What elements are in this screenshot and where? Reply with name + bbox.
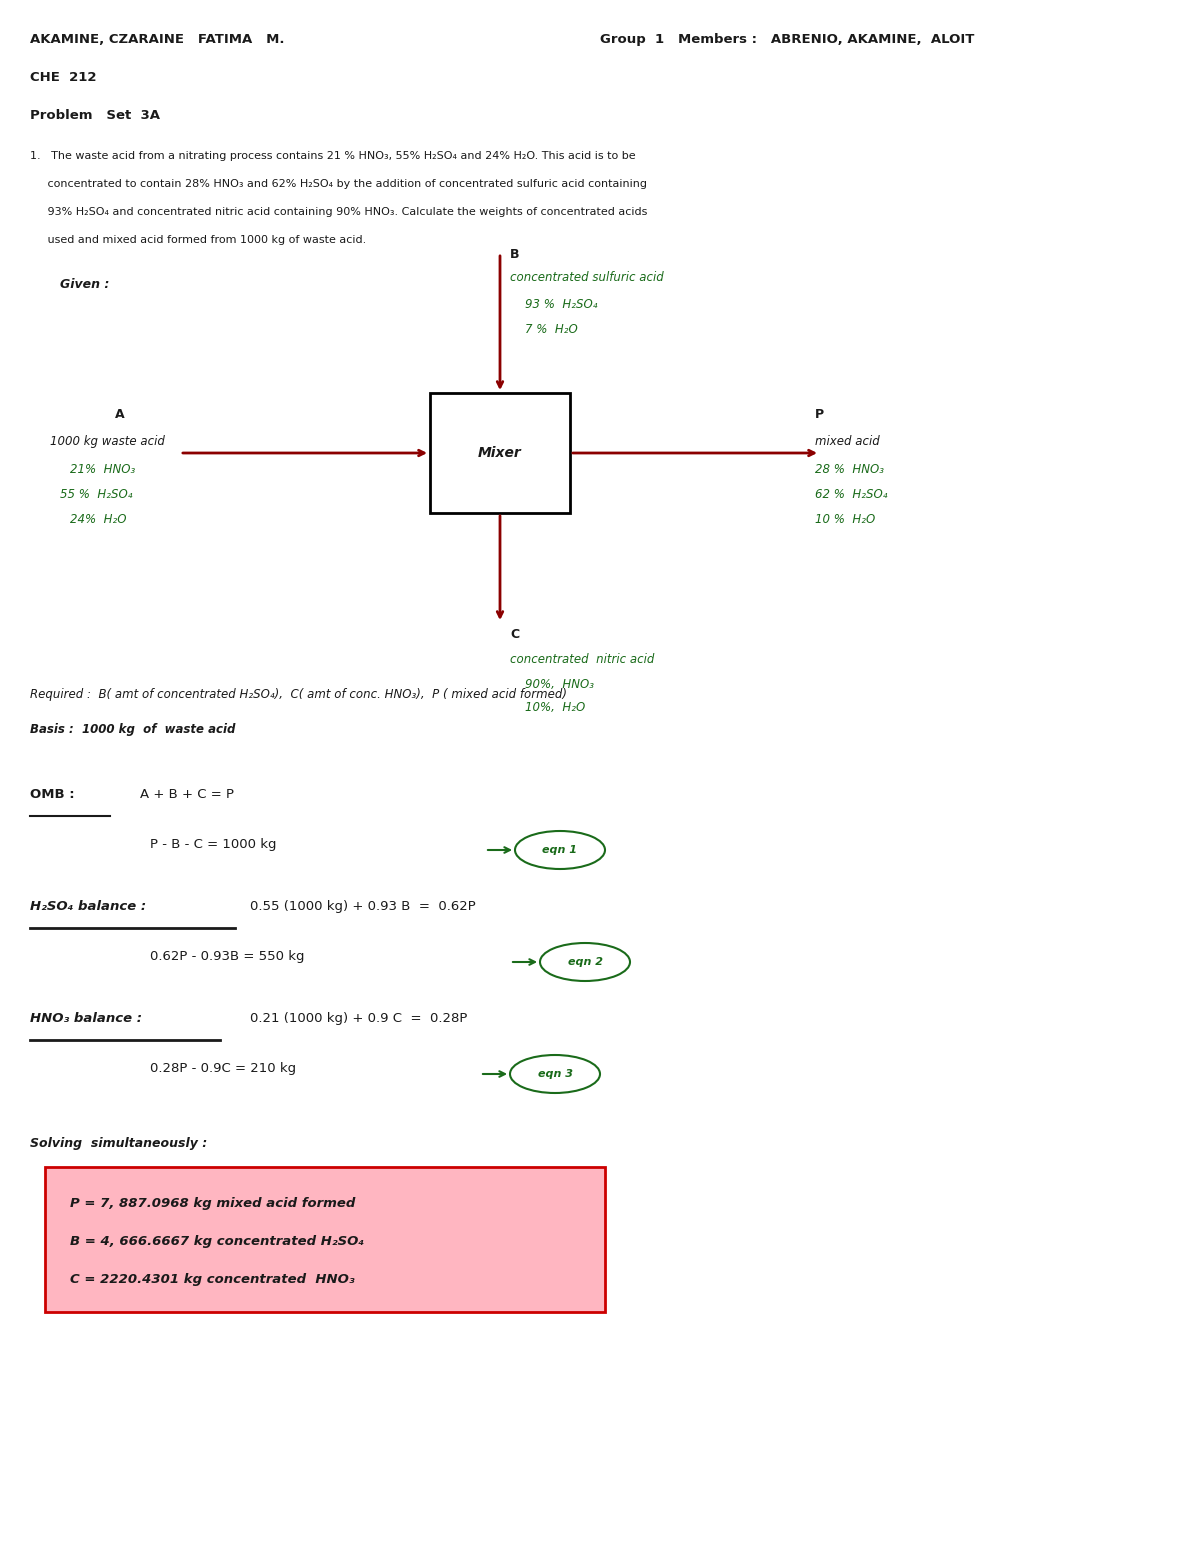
FancyBboxPatch shape (46, 1166, 605, 1312)
Text: B = 4, 666.6667 kg concentrated H₂SO₄: B = 4, 666.6667 kg concentrated H₂SO₄ (70, 1235, 364, 1249)
Ellipse shape (540, 943, 630, 981)
Text: Given :: Given : (60, 278, 109, 290)
Text: Group  1   Members :   ABRENIO, AKAMINE,  ALOIT: Group 1 Members : ABRENIO, AKAMINE, ALOI… (600, 33, 974, 47)
Text: A: A (115, 408, 125, 421)
Text: C = 2220.4301 kg concentrated  HNO₃: C = 2220.4301 kg concentrated HNO₃ (70, 1273, 355, 1286)
Text: 93 %  H₂SO₄: 93 % H₂SO₄ (526, 298, 598, 311)
Text: concentrated sulfuric acid: concentrated sulfuric acid (510, 272, 664, 284)
Text: 0.28P - 0.9C = 210 kg: 0.28P - 0.9C = 210 kg (150, 1062, 296, 1075)
Text: 62 %  H₂SO₄: 62 % H₂SO₄ (815, 488, 888, 502)
Text: P = 7, 887.0968 kg mixed acid formed: P = 7, 887.0968 kg mixed acid formed (70, 1197, 355, 1210)
Text: mixed acid: mixed acid (815, 435, 880, 447)
Text: 28 %  HNO₃: 28 % HNO₃ (815, 463, 884, 477)
Text: eqn 1: eqn 1 (542, 845, 577, 856)
Ellipse shape (515, 831, 605, 870)
Text: 90%,  HNO₃: 90%, HNO₃ (526, 679, 594, 691)
Text: Solving  simultaneously :: Solving simultaneously : (30, 1137, 208, 1151)
Text: Basis :  1000 kg  of  waste acid: Basis : 1000 kg of waste acid (30, 724, 235, 736)
Text: H₂SO₄ balance :: H₂SO₄ balance : (30, 901, 146, 913)
Text: 1.   The waste acid from a nitrating process contains 21 % HNO₃, 55% H₂SO₄ and 2: 1. The waste acid from a nitrating proce… (30, 151, 636, 162)
Text: 24%  H₂O: 24% H₂O (70, 512, 126, 526)
Text: AKAMINE, CZARAINE   FATIMA   M.: AKAMINE, CZARAINE FATIMA M. (30, 33, 284, 47)
Text: HNO₃ balance :: HNO₃ balance : (30, 1013, 142, 1025)
Text: P - B - C = 1000 kg: P - B - C = 1000 kg (150, 839, 276, 851)
Text: B: B (510, 248, 520, 261)
Text: 1000 kg waste acid: 1000 kg waste acid (50, 435, 164, 447)
Text: concentrated to contain 28% HNO₃ and 62% H₂SO₄ by the addition of concentrated s: concentrated to contain 28% HNO₃ and 62%… (30, 179, 647, 189)
Text: Problem   Set  3A: Problem Set 3A (30, 109, 160, 123)
Text: 93% H₂SO₄ and concentrated nitric acid containing 90% HNO₃. Calculate the weight: 93% H₂SO₄ and concentrated nitric acid c… (30, 207, 647, 217)
Text: 10%,  H₂O: 10%, H₂O (526, 700, 586, 714)
Text: Required :  B( amt of concentrated H₂SO₄),  C( amt of conc. HNO₃),  P ( mixed ac: Required : B( amt of concentrated H₂SO₄)… (30, 688, 568, 700)
Text: 21%  HNO₃: 21% HNO₃ (70, 463, 136, 477)
Text: C: C (510, 627, 520, 641)
Text: used and mixed acid formed from 1000 kg of waste acid.: used and mixed acid formed from 1000 kg … (30, 235, 366, 245)
Text: 55 %  H₂SO₄: 55 % H₂SO₄ (60, 488, 132, 502)
Text: CHE  212: CHE 212 (30, 71, 96, 84)
Text: 0.62P - 0.93B = 550 kg: 0.62P - 0.93B = 550 kg (150, 950, 305, 963)
Text: concentrated  nitric acid: concentrated nitric acid (510, 652, 654, 666)
Text: A + B + C = P: A + B + C = P (140, 787, 234, 801)
Text: OMB :: OMB : (30, 787, 74, 801)
Ellipse shape (510, 1054, 600, 1093)
Text: 0.21 (1000 kg) + 0.9 C  =  0.28P: 0.21 (1000 kg) + 0.9 C = 0.28P (250, 1013, 467, 1025)
Text: Mixer: Mixer (478, 446, 522, 460)
Text: 7 %  H₂O: 7 % H₂O (526, 323, 577, 335)
Text: eqn 3: eqn 3 (538, 1068, 572, 1079)
Text: P: P (815, 408, 824, 421)
Text: 0.55 (1000 kg) + 0.93 B  =  0.62P: 0.55 (1000 kg) + 0.93 B = 0.62P (250, 901, 475, 913)
FancyBboxPatch shape (430, 393, 570, 512)
Text: 10 %  H₂O: 10 % H₂O (815, 512, 875, 526)
Text: eqn 2: eqn 2 (568, 957, 602, 968)
